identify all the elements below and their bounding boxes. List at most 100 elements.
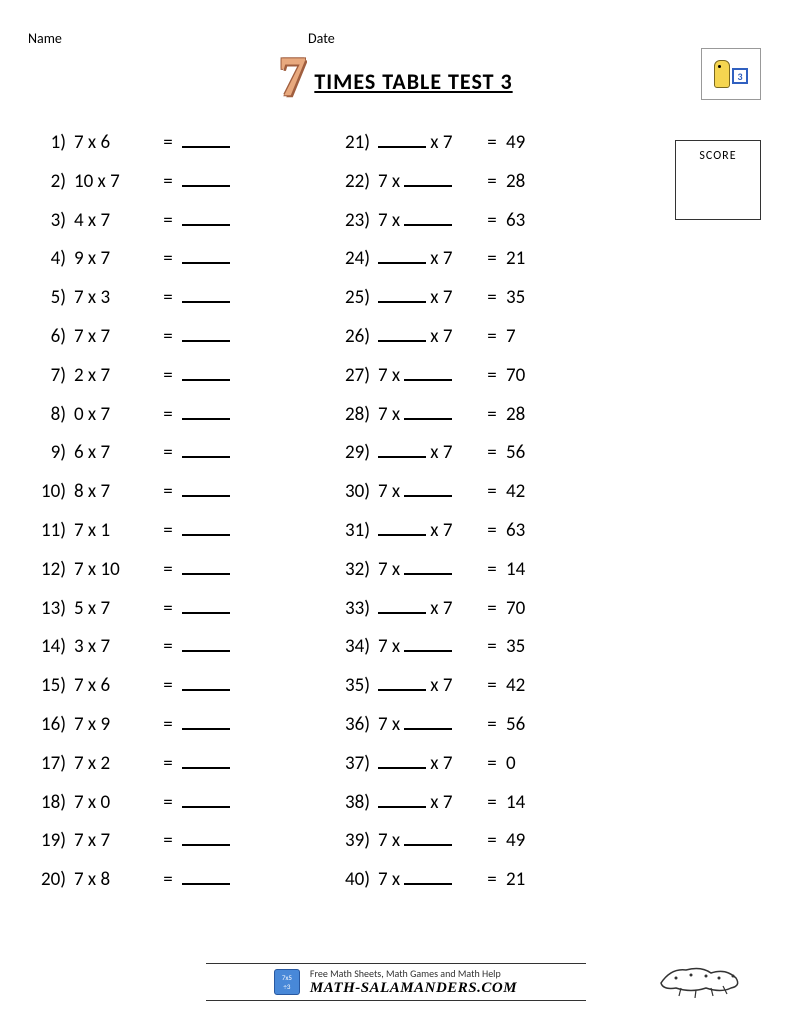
problem-expr: 7 x 2 — [74, 752, 154, 775]
problem-row: 9)6 x 7= — [34, 441, 326, 480]
problem-result: 70 — [506, 597, 570, 620]
answer-blank[interactable] — [182, 597, 246, 620]
problem-expr: x 7 — [378, 752, 478, 775]
answer-blank[interactable] — [182, 170, 246, 193]
answer-blank[interactable] — [182, 441, 246, 464]
answer-blank[interactable] — [404, 830, 452, 846]
problem-row: 16)7 x 9= — [34, 713, 326, 752]
equals-sign: = — [154, 519, 182, 542]
answer-blank[interactable] — [182, 286, 246, 309]
problem-number: 37) — [338, 752, 378, 775]
answer-blank[interactable] — [182, 868, 246, 891]
title-digit: 7 — [278, 45, 306, 109]
answer-blank[interactable] — [404, 171, 452, 187]
problem-result: 28 — [506, 403, 570, 426]
problem-expr: 7 x 7 — [74, 829, 154, 852]
problem-number: 8) — [34, 403, 74, 426]
answer-blank[interactable] — [378, 326, 426, 342]
problem-row: 7)2 x 7= — [34, 364, 326, 403]
answer-blank[interactable] — [182, 131, 246, 154]
problem-row: 30)7 x =42 — [338, 480, 630, 519]
equals-sign: = — [154, 713, 182, 736]
problem-row: 20)7 x 8= — [34, 868, 326, 907]
problem-number: 1) — [34, 131, 74, 154]
problem-expr: 8 x 7 — [74, 480, 154, 503]
answer-blank[interactable] — [378, 520, 426, 536]
footer-url: MATH-SALAMANDERS.COM — [310, 980, 517, 997]
problem-expr: 5 x 7 — [74, 597, 154, 620]
equals-sign: = — [154, 403, 182, 426]
problem-expr: 7 x — [378, 635, 478, 658]
problem-number: 16) — [34, 713, 74, 736]
answer-blank[interactable] — [378, 287, 426, 303]
problem-expr: 9 x 7 — [74, 247, 154, 270]
problem-result: 42 — [506, 674, 570, 697]
answer-blank[interactable] — [182, 325, 246, 348]
problem-result: 21 — [506, 868, 570, 891]
equals-sign: = — [154, 209, 182, 232]
answer-blank[interactable] — [404, 869, 452, 885]
problem-number: 19) — [34, 829, 74, 852]
problem-number: 11) — [34, 519, 74, 542]
answer-blank[interactable] — [182, 713, 246, 736]
equals-sign: = — [154, 674, 182, 697]
problem-result: 14 — [506, 791, 570, 814]
footer: 7x5 ÷3 Free Math Sheets, Math Games and … — [186, 960, 606, 1004]
answer-blank[interactable] — [182, 403, 246, 426]
answer-blank[interactable] — [404, 210, 452, 226]
problem-row: 35) x 7=42 — [338, 674, 630, 713]
problem-number: 26) — [338, 325, 378, 348]
answer-blank[interactable] — [182, 247, 246, 270]
answer-blank[interactable] — [182, 829, 246, 852]
header-row: Name Date — [28, 30, 763, 47]
answer-blank[interactable] — [182, 558, 246, 581]
equals-sign: = — [478, 713, 506, 736]
problem-row: 29) x 7=56 — [338, 441, 630, 480]
problem-number: 36) — [338, 713, 378, 736]
answer-blank[interactable] — [182, 791, 246, 814]
problem-number: 29) — [338, 441, 378, 464]
problem-expr: 7 x — [378, 713, 478, 736]
equals-sign: = — [154, 791, 182, 814]
answer-blank[interactable] — [182, 364, 246, 387]
problem-expr: 7 x — [378, 868, 478, 891]
answer-blank[interactable] — [378, 598, 426, 614]
problem-number: 10) — [34, 480, 74, 503]
problem-row: 1)7 x 6= — [34, 131, 326, 170]
equals-sign: = — [478, 131, 506, 154]
answer-blank[interactable] — [182, 519, 246, 542]
answer-blank[interactable] — [404, 714, 452, 730]
answer-blank[interactable] — [182, 635, 246, 658]
answer-blank[interactable] — [378, 248, 426, 264]
problem-row: 4)9 x 7= — [34, 247, 326, 286]
problem-number: 6) — [34, 325, 74, 348]
answer-blank[interactable] — [182, 480, 246, 503]
problem-expr: 0 x 7 — [74, 403, 154, 426]
equals-sign: = — [478, 325, 506, 348]
answer-blank[interactable] — [378, 132, 426, 148]
answer-blank[interactable] — [404, 636, 452, 652]
equals-sign: = — [154, 480, 182, 503]
problem-result: 49 — [506, 131, 570, 154]
answer-blank[interactable] — [182, 674, 246, 697]
answer-blank[interactable] — [404, 365, 452, 381]
answer-blank[interactable] — [378, 442, 426, 458]
problem-row: 12)7 x 10= — [34, 558, 326, 597]
problem-number: 25) — [338, 286, 378, 309]
problem-expr: 7 x — [378, 364, 478, 387]
problem-expr: x 7 — [378, 519, 478, 542]
problem-row: 17)7 x 2= — [34, 752, 326, 791]
answer-blank[interactable] — [378, 753, 426, 769]
answer-blank[interactable] — [378, 675, 426, 691]
answer-blank[interactable] — [404, 481, 452, 497]
problem-expr: x 7 — [378, 791, 478, 814]
answer-blank[interactable] — [182, 752, 246, 775]
answer-blank[interactable] — [378, 792, 426, 808]
answer-blank[interactable] — [404, 404, 452, 420]
answer-blank[interactable] — [182, 209, 246, 232]
answer-blank[interactable] — [404, 559, 452, 575]
problem-row: 2)10 x 7= — [34, 170, 326, 209]
footer-logo-icon: 7x5 ÷3 — [274, 969, 300, 995]
problem-expr: 7 x 10 — [74, 558, 154, 581]
problem-row: 24) x 7=21 — [338, 247, 630, 286]
